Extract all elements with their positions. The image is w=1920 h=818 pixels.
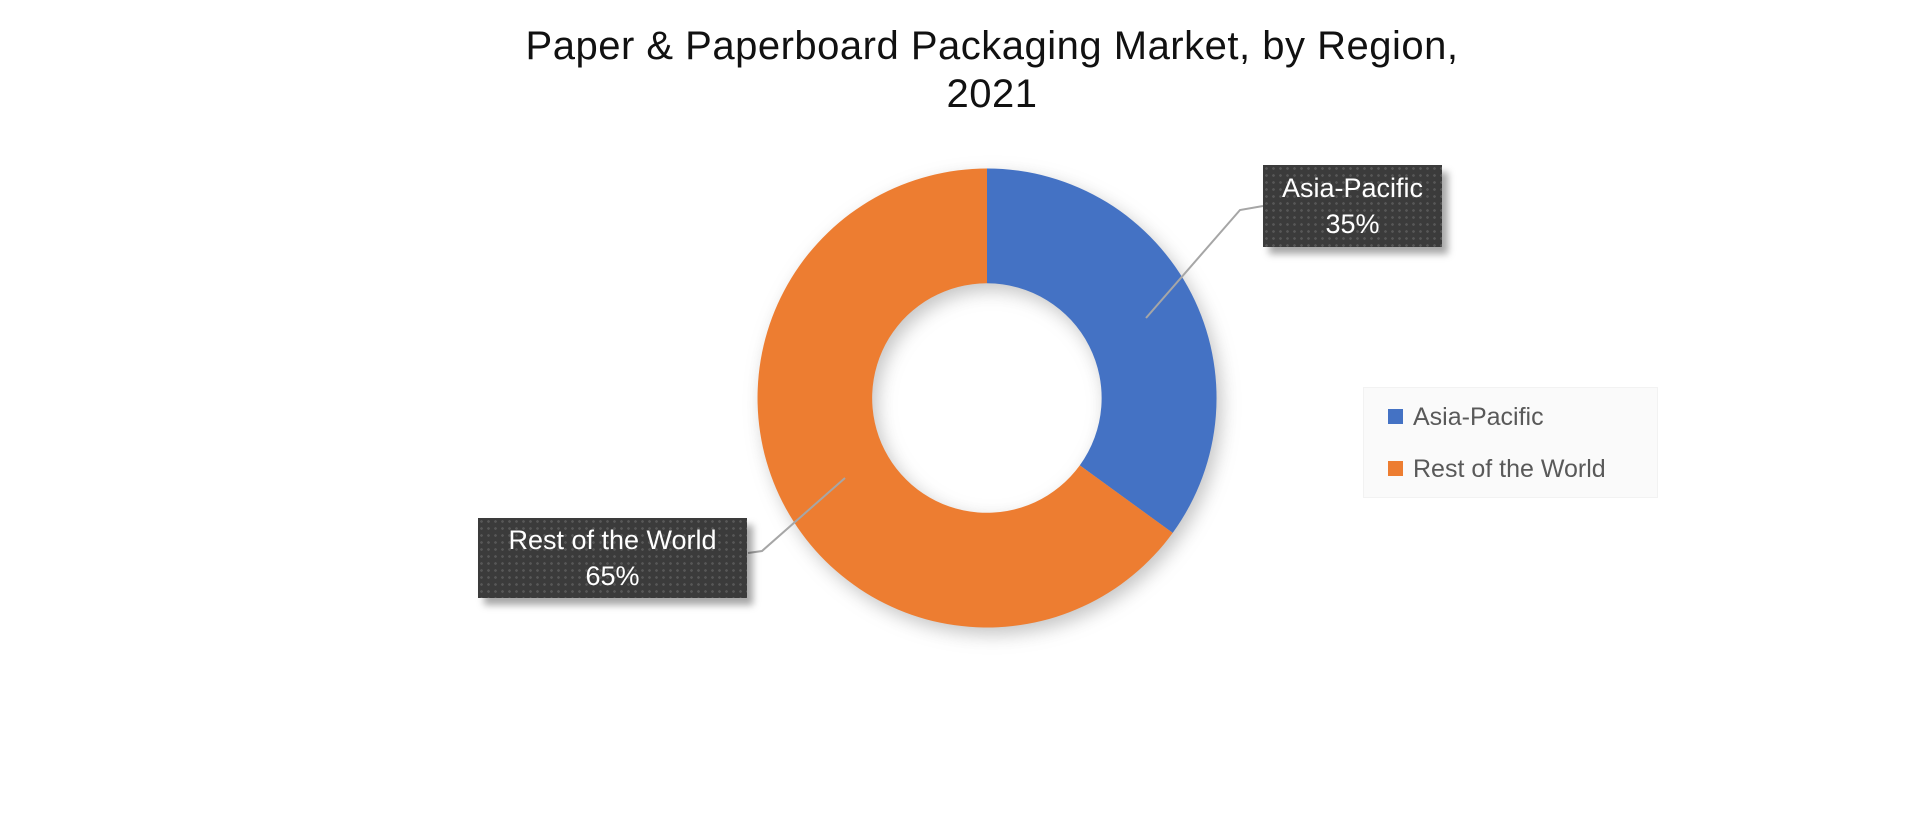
data-label-asia-pacific-name: Asia-Pacific bbox=[1281, 173, 1424, 203]
legend-label-asia-pacific: Asia-Pacific bbox=[1413, 402, 1544, 431]
leader-line-asia-pacific bbox=[1145, 205, 1264, 319]
data-label-rest-of-world-value: 65% bbox=[585, 561, 640, 591]
leader-line-rest-of-world bbox=[747, 477, 846, 554]
chart-title-line1: Paper & Paperboard Packaging Market, by … bbox=[525, 24, 1459, 68]
legend-swatch-asia-pacific-icon bbox=[1388, 409, 1403, 424]
data-label-asia-pacific: Asia-Pacific 35% bbox=[1263, 165, 1442, 247]
chart-title: Paper & Paperboard Packaging Market, by … bbox=[392, 22, 1592, 118]
legend: Asia-Pacific Rest of the World bbox=[1363, 387, 1658, 498]
data-label-rest-of-world-name: Rest of the World bbox=[508, 525, 717, 555]
data-label-asia-pacific-value: 35% bbox=[1325, 209, 1380, 239]
legend-swatch-rest-of-world-icon bbox=[1388, 461, 1403, 476]
chart-title-line2: 2021 bbox=[946, 72, 1038, 116]
donut-slices bbox=[757, 168, 1217, 628]
legend-label-rest-of-world: Rest of the World bbox=[1413, 454, 1606, 483]
asia-pacific-slice bbox=[987, 168, 1217, 533]
rest-of-the-world-slice bbox=[757, 168, 1173, 628]
legend-item-rest-of-world: Rest of the World bbox=[1388, 456, 1657, 482]
legend-item-asia-pacific: Asia-Pacific bbox=[1388, 404, 1657, 430]
data-label-rest-of-world: Rest of the World 65% bbox=[478, 518, 747, 598]
